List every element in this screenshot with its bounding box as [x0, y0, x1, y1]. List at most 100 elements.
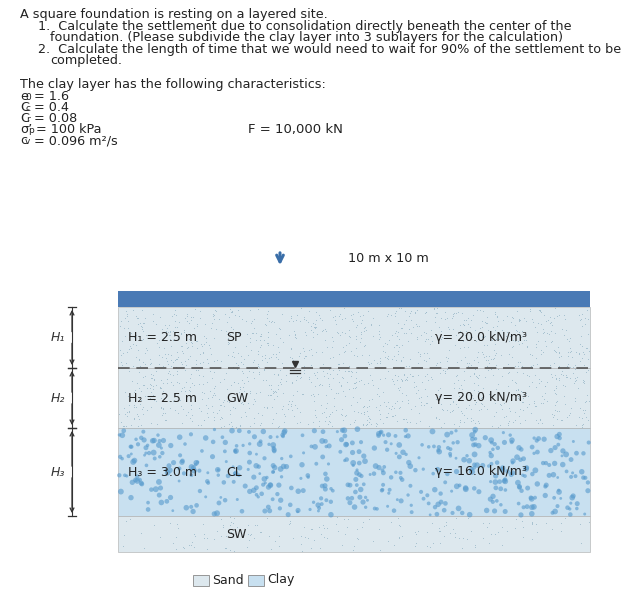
Point — [171, 362, 182, 371]
Point — [329, 401, 340, 410]
Point — [367, 394, 377, 404]
Point — [476, 399, 487, 409]
Point — [358, 421, 369, 430]
Point — [273, 384, 283, 394]
Point — [421, 329, 431, 338]
Point — [548, 314, 559, 323]
Point — [296, 531, 306, 541]
Point — [166, 377, 176, 387]
Point — [476, 393, 486, 403]
Point — [308, 498, 318, 507]
Point — [174, 464, 184, 474]
Point — [583, 314, 593, 323]
Point — [135, 332, 145, 341]
Point — [222, 318, 232, 328]
Point — [395, 382, 405, 392]
Point — [246, 345, 256, 355]
Point — [415, 392, 426, 402]
Point — [336, 380, 346, 389]
Point — [203, 478, 213, 488]
Point — [551, 347, 561, 357]
Point — [395, 323, 406, 333]
Point — [488, 497, 498, 507]
Point — [255, 387, 265, 397]
Point — [191, 501, 202, 510]
Point — [141, 371, 151, 381]
Point — [356, 438, 366, 447]
Point — [327, 421, 337, 430]
Point — [426, 374, 437, 384]
Point — [325, 409, 335, 418]
Point — [441, 520, 451, 529]
Point — [279, 409, 290, 419]
Point — [514, 443, 524, 453]
Point — [231, 446, 241, 456]
Point — [371, 421, 381, 431]
Point — [364, 395, 374, 404]
Point — [372, 504, 382, 514]
Point — [575, 404, 586, 413]
Point — [163, 368, 173, 377]
Point — [159, 408, 169, 418]
Point — [186, 370, 196, 379]
Point — [526, 350, 537, 360]
Point — [274, 377, 284, 386]
Point — [352, 407, 363, 417]
Point — [358, 402, 369, 412]
Point — [121, 411, 132, 421]
Point — [462, 319, 473, 329]
Point — [469, 355, 479, 365]
Point — [544, 460, 555, 470]
Point — [268, 443, 279, 453]
Point — [246, 319, 256, 328]
Point — [545, 361, 555, 370]
Point — [240, 407, 250, 417]
Point — [470, 440, 480, 450]
Point — [346, 366, 356, 376]
Point — [510, 394, 520, 404]
Point — [450, 341, 460, 350]
Point — [361, 406, 372, 415]
Point — [523, 370, 533, 379]
Point — [135, 475, 145, 484]
Point — [152, 419, 162, 429]
Point — [469, 379, 479, 388]
Point — [433, 526, 444, 536]
Point — [148, 309, 158, 319]
Point — [534, 300, 544, 310]
Point — [490, 309, 501, 319]
Point — [225, 405, 236, 415]
Point — [328, 313, 338, 322]
Point — [426, 326, 436, 335]
Point — [227, 307, 238, 316]
Point — [469, 463, 479, 473]
Point — [265, 480, 275, 490]
Point — [544, 318, 555, 328]
Text: c: c — [26, 104, 31, 113]
Point — [159, 327, 169, 337]
Point — [205, 386, 215, 396]
Point — [234, 327, 244, 337]
Point — [521, 388, 532, 398]
Point — [453, 402, 463, 412]
Point — [451, 426, 461, 436]
Point — [177, 457, 187, 467]
Point — [374, 320, 384, 329]
Point — [180, 292, 190, 302]
Point — [433, 391, 444, 400]
Point — [324, 379, 334, 389]
Point — [136, 433, 146, 442]
Point — [284, 516, 295, 526]
Point — [412, 294, 422, 304]
Point — [317, 436, 327, 446]
Point — [206, 349, 216, 359]
Point — [141, 443, 151, 453]
Point — [448, 379, 458, 388]
Point — [252, 346, 263, 355]
Point — [306, 361, 317, 370]
Point — [259, 335, 269, 344]
Point — [324, 305, 334, 315]
Point — [352, 320, 362, 329]
Point — [503, 418, 513, 428]
Point — [440, 478, 450, 487]
